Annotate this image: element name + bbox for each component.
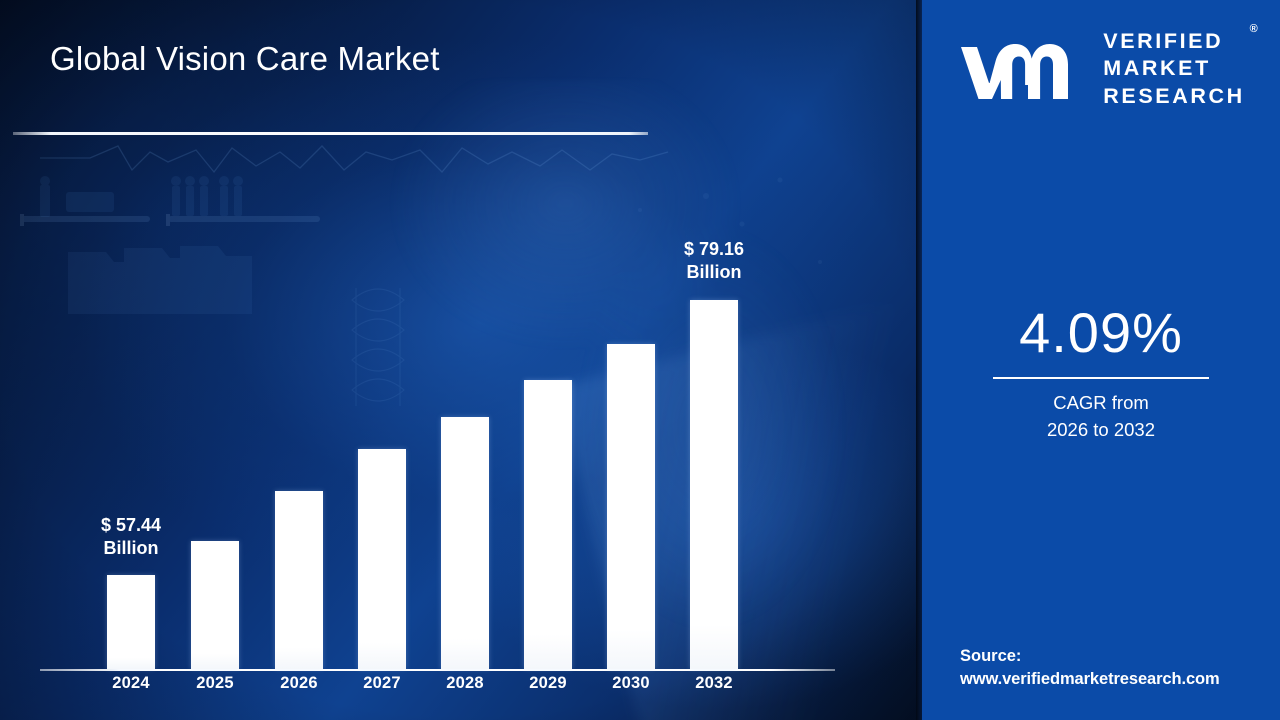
bar-2027 bbox=[358, 449, 406, 669]
brand-logo: VERIFIED MARKET RESEARCH ® bbox=[922, 23, 1280, 110]
cagr-caption-line1: CAGR from bbox=[1053, 392, 1149, 413]
cagr-caption: CAGR from 2026 to 2032 bbox=[922, 390, 1280, 444]
x-tick-2025: 2025 bbox=[196, 674, 234, 692]
source-label: Source: bbox=[960, 647, 1022, 665]
bar-2024 bbox=[107, 575, 155, 669]
bar-2026 bbox=[275, 491, 323, 669]
value-label-2032: $ 79.16 Billion bbox=[639, 238, 789, 283]
bar-2032 bbox=[690, 300, 738, 669]
value-label-2032-unit: Billion bbox=[686, 261, 742, 282]
panel-divider bbox=[916, 0, 922, 720]
value-label-2024: $ 57.44 Billion bbox=[56, 514, 206, 559]
brand-name-line1: VERIFIED bbox=[1103, 29, 1224, 53]
bar-2030 bbox=[607, 344, 655, 669]
brand-name-line3: RESEARCH bbox=[1103, 83, 1245, 108]
x-tick-2029: 2029 bbox=[529, 674, 567, 692]
page-title: Global Vision Care Market bbox=[50, 40, 440, 77]
chart-panel: Global Vision Care Market 2024 2025 2026… bbox=[0, 0, 922, 720]
bar-chart: 2024 2025 2026 2027 2028 2029 2030 2032 … bbox=[40, 238, 835, 692]
title-divider bbox=[13, 132, 648, 135]
cagr-value: 4.09% bbox=[1019, 301, 1183, 364]
bar-2028 bbox=[441, 417, 489, 669]
x-tick-2026: 2026 bbox=[280, 674, 318, 692]
brand-panel: VERIFIED MARKET RESEARCH ® 4.09% CAGR fr… bbox=[922, 0, 1280, 720]
bar-2025 bbox=[191, 541, 239, 669]
brand-name-line2: MARKET bbox=[1103, 56, 1211, 81]
registered-trademark-icon: ® bbox=[1249, 23, 1258, 35]
x-tick-2024: 2024 bbox=[112, 674, 150, 692]
source-url[interactable]: www.verifiedmarketresearch.com bbox=[960, 669, 1220, 688]
x-axis-line bbox=[40, 669, 835, 671]
x-tick-2027: 2027 bbox=[363, 674, 401, 692]
brand-name: VERIFIED MARKET RESEARCH ® bbox=[1103, 23, 1257, 110]
cagr-divider bbox=[993, 377, 1209, 379]
cagr-caption-line2: 2026 to 2032 bbox=[1046, 418, 1156, 440]
x-tick-2030: 2030 bbox=[612, 674, 650, 692]
bar-2029 bbox=[524, 380, 572, 669]
value-label-2024-amount: $ 57.44 bbox=[100, 515, 162, 535]
vmr-logo-icon bbox=[961, 43, 1069, 99]
x-tick-2032: 2032 bbox=[695, 674, 733, 692]
x-tick-2028: 2028 bbox=[446, 674, 484, 692]
source-block: Source: www.verifiedmarketresearch.com bbox=[960, 645, 1280, 691]
value-label-2032-amount: $ 79.16 bbox=[683, 239, 745, 259]
value-label-2024-unit: Billion bbox=[103, 537, 159, 558]
